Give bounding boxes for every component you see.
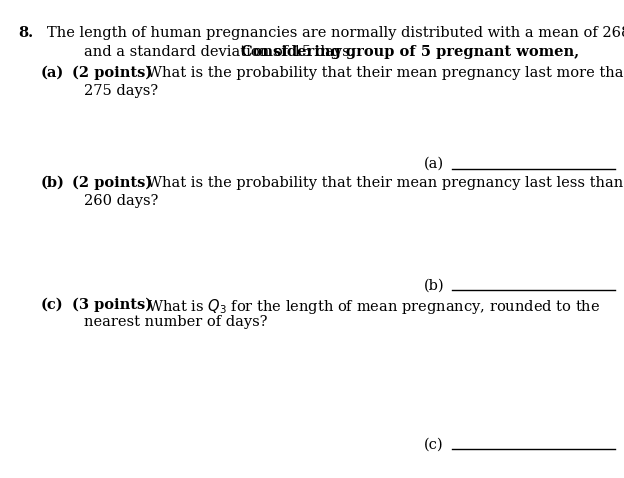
Text: nearest number of days?: nearest number of days?: [84, 315, 268, 329]
Text: 260 days?: 260 days?: [84, 194, 158, 208]
Text: 8.: 8.: [19, 26, 34, 40]
Text: (a): (a): [41, 66, 64, 80]
Text: 275 days?: 275 days?: [84, 84, 158, 98]
Text: (2 points): (2 points): [72, 176, 152, 190]
Text: What is the probability that their mean pregnancy last more than: What is the probability that their mean …: [147, 66, 624, 80]
Text: (a): (a): [424, 157, 444, 171]
Text: and a standard deviation of 15 days.: and a standard deviation of 15 days.: [84, 45, 364, 59]
Text: (c): (c): [41, 297, 63, 311]
Text: (b): (b): [424, 278, 445, 292]
Text: (3 points): (3 points): [72, 297, 152, 312]
Text: Considering group of 5 pregnant women,: Considering group of 5 pregnant women,: [241, 45, 580, 59]
Text: The length of human pregnancies are normally distributed with a mean of 268 days: The length of human pregnancies are norm…: [47, 26, 624, 40]
Text: What is the probability that their mean pregnancy last less than: What is the probability that their mean …: [147, 176, 623, 190]
Text: (2 points): (2 points): [72, 66, 152, 80]
Text: (b): (b): [41, 176, 64, 190]
Text: What is $Q_3$ for the length of mean pregnancy, rounded to the: What is $Q_3$ for the length of mean pre…: [147, 297, 600, 316]
Text: (c): (c): [424, 437, 444, 451]
